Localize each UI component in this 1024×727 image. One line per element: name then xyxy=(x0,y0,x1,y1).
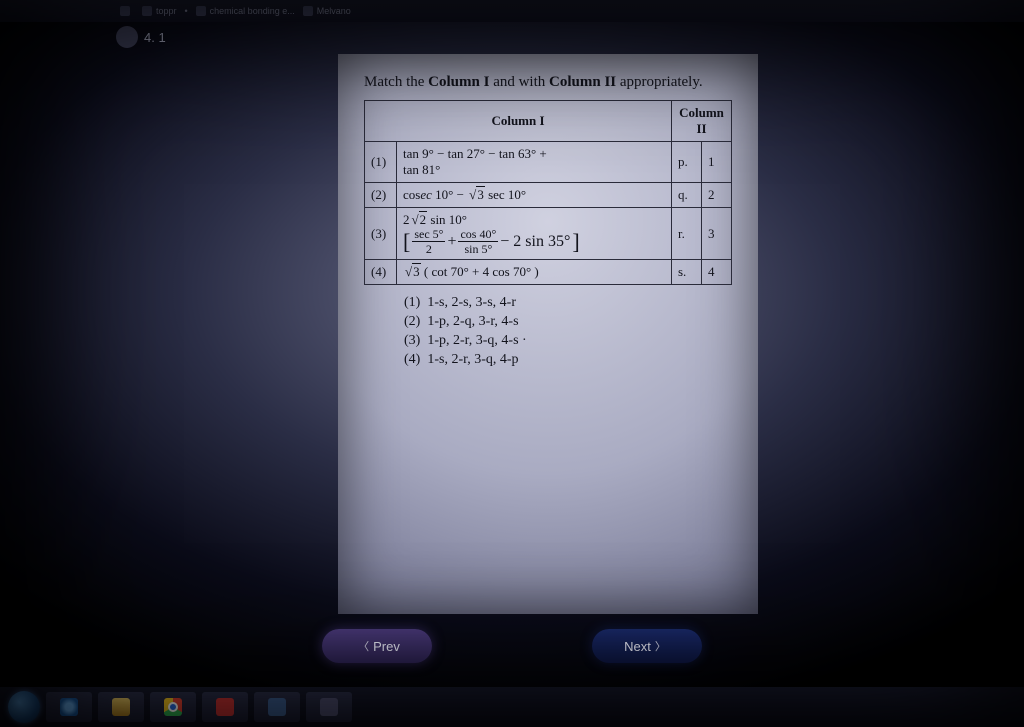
question-index-badge xyxy=(116,26,138,48)
frac-den: sin 5° xyxy=(458,242,498,255)
expr-text: ( cot 70° + 4 cos 70° ) xyxy=(424,264,539,279)
row-index: (4) xyxy=(365,260,397,285)
row-expression: 3 ( cot 70° + 4 cos 70° ) xyxy=(397,260,672,285)
row-key: p. xyxy=(672,142,702,183)
browser-tab[interactable] xyxy=(120,6,134,16)
row-val: 2 xyxy=(702,183,732,208)
taskbar-item[interactable] xyxy=(306,692,352,722)
app-icon xyxy=(268,698,286,716)
row-expression: tan 9° − tan 27° − tan 63° + tan 81° xyxy=(397,142,672,183)
taskbar-item[interactable] xyxy=(202,692,248,722)
option-text: 1-s, 2-s, 3-s, 4-r xyxy=(427,295,516,310)
option-index: (4) xyxy=(404,352,420,367)
browser-tab[interactable]: toppr xyxy=(142,6,177,16)
folder-icon xyxy=(112,698,130,716)
expr-text: tan 81° xyxy=(403,162,440,177)
table-row: (3) 22 sin 10° [ sec 5°2 + cos 40°sin 5°… xyxy=(365,208,732,260)
tab-label: toppr xyxy=(156,6,177,16)
chevron-right-icon: 〉 xyxy=(655,638,666,654)
app-icon xyxy=(320,698,338,716)
tab-icon xyxy=(142,6,152,16)
taskbar-item-chrome[interactable] xyxy=(150,692,196,722)
row-expression: cosec 10° − 3 sec 10° xyxy=(397,183,672,208)
expr-text: − 2 sin 35° xyxy=(500,233,570,251)
prompt-col2: Column II xyxy=(549,74,616,90)
prompt-col1: Column I xyxy=(428,74,489,90)
row-index: (2) xyxy=(365,183,397,208)
col2-header: Column II xyxy=(672,101,732,142)
chrome-icon xyxy=(164,698,182,716)
row-index: (1) xyxy=(365,142,397,183)
frac-num: sec 5° xyxy=(412,228,445,242)
expr-text: 22 sin 10° xyxy=(403,212,665,228)
row-val: 1 xyxy=(702,142,732,183)
chevron-left-icon: 〈 xyxy=(358,638,369,654)
row-key: q. xyxy=(672,183,702,208)
app-icon xyxy=(216,698,234,716)
table-row: (4) 3 ( cot 70° + 4 cos 70° ) s. 4 xyxy=(365,260,732,285)
match-table: Column I Column II (1) tan 9° − tan 27° … xyxy=(364,100,732,285)
tab-icon xyxy=(196,6,206,16)
option-text: 1-p, 2-r, 3-q, 4-s xyxy=(427,333,518,348)
table-row: (2) cosec 10° − 3 sec 10° q. 2 xyxy=(365,183,732,208)
browser-tabstrip: toppr • chemical bonding e... Melvano xyxy=(0,0,1024,22)
next-button[interactable]: Next 〉 xyxy=(592,629,702,663)
question-sheet: Match the Column I and with Column II ap… xyxy=(338,54,758,614)
frac-num: cos 40° xyxy=(458,228,498,242)
option-text: 1-p, 2-q, 3-r, 4-s xyxy=(427,314,518,329)
option-index: (2) xyxy=(404,314,420,329)
expr-text: tan 9° − tan 27° − tan 63° + xyxy=(403,146,547,161)
tab-label: Melvano xyxy=(317,6,351,16)
row-key: s. xyxy=(672,260,702,285)
start-button[interactable] xyxy=(8,691,40,723)
option-text: 1-s, 2-r, 3-q, 4-p xyxy=(427,352,518,367)
next-label: Next xyxy=(624,639,651,654)
prev-button[interactable]: 〈 Prev xyxy=(322,629,432,663)
tab-label: chemical bonding e... xyxy=(210,6,295,16)
row-val: 4 xyxy=(702,260,732,285)
row-expression: 22 sin 10° [ sec 5°2 + cos 40°sin 5° − 2… xyxy=(397,208,672,260)
frac-den: 2 xyxy=(412,242,445,255)
browser-tab[interactable]: Melvano xyxy=(303,6,351,16)
row-val: 3 xyxy=(702,208,732,260)
tab-icon xyxy=(120,6,130,16)
taskbar-item-explorer[interactable] xyxy=(98,692,144,722)
answer-options: (1) 1-s, 2-s, 3-s, 4-r (2) 1-p, 2-q, 3-r… xyxy=(364,295,732,368)
row-key: r. xyxy=(672,208,702,260)
option-index: (3) xyxy=(404,333,420,348)
option-index: (1) xyxy=(404,295,420,310)
prev-label: Prev xyxy=(373,639,400,654)
option[interactable]: (3) 1-p, 2-r, 3-q, 4-s · xyxy=(404,333,732,349)
question-prompt: Match the Column I and with Column II ap… xyxy=(364,72,732,92)
browser-tab[interactable]: chemical bonding e... xyxy=(196,6,295,16)
windows-taskbar xyxy=(0,687,1024,727)
col1-header: Column I xyxy=(365,101,672,142)
tab-icon xyxy=(303,6,313,16)
option[interactable]: (1) 1-s, 2-s, 3-s, 4-r xyxy=(404,295,732,311)
table-header-row: Column I Column II xyxy=(365,101,732,142)
question-number: 4. 1 xyxy=(144,30,166,45)
taskbar-item[interactable] xyxy=(254,692,300,722)
prompt-text: and with xyxy=(493,74,549,90)
taskbar-item-ie[interactable] xyxy=(46,692,92,722)
row-index: (3) xyxy=(365,208,397,260)
table-row: (1) tan 9° − tan 27° − tan 63° + tan 81°… xyxy=(365,142,732,183)
prompt-text: appropriately. xyxy=(620,74,703,90)
option[interactable]: (2) 1-p, 2-q, 3-r, 4-s xyxy=(404,314,732,330)
expr-text: + xyxy=(447,233,456,251)
prompt-text: Match the xyxy=(364,74,428,90)
nav-buttons: 〈 Prev Next 〉 xyxy=(0,629,1024,663)
ie-icon xyxy=(60,698,78,716)
option[interactable]: (4) 1-s, 2-r, 3-q, 4-p xyxy=(404,352,732,368)
